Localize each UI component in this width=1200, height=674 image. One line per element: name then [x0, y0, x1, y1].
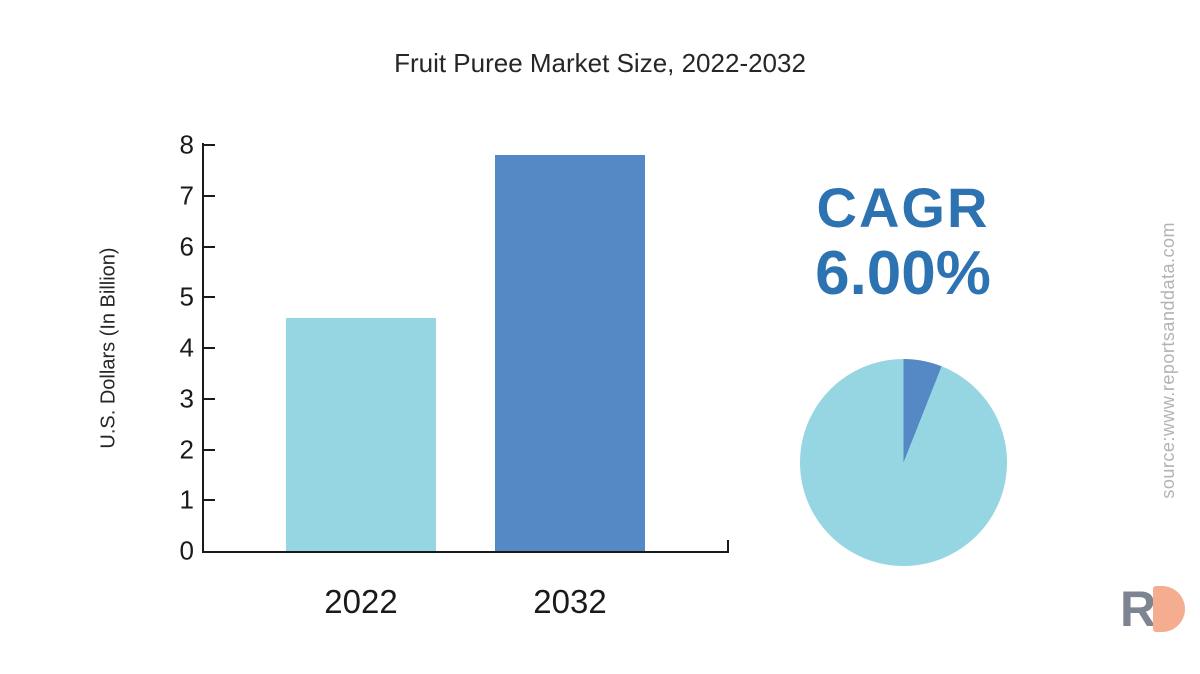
x-tick-label: 2032 — [533, 583, 607, 620]
source-text: source:www.reportsanddata.com — [1158, 221, 1178, 499]
logo-d-icon — [1153, 586, 1186, 632]
cagr-value: 6.00% — [815, 239, 991, 308]
y-tick-line — [202, 448, 215, 451]
y-tick-line — [202, 397, 215, 400]
y-tick-line — [202, 499, 215, 502]
y-tick-label: 2 — [179, 434, 194, 464]
x-axis-line — [202, 551, 729, 553]
y-axis-label: U.S. Dollars (In Billion) — [97, 247, 120, 449]
bar-2032 — [495, 155, 645, 551]
y-tick-label: 8 — [179, 129, 194, 160]
cagr-block: CAGR 6.00% — [740, 178, 1066, 310]
cagr-label: CAGR — [816, 176, 990, 239]
y-tick-label: 7 — [179, 180, 194, 211]
x-tick-label: 2022 — [324, 583, 398, 620]
y-tick-label: 5 — [179, 281, 194, 312]
y-tick-label: 4 — [179, 332, 194, 363]
y-tick-line — [202, 144, 215, 146]
y-tick-line — [202, 296, 215, 299]
y-tick-label: 3 — [179, 383, 194, 414]
y-tick-line — [202, 245, 215, 248]
y-tick-line — [202, 347, 215, 349]
y-tick-line — [202, 194, 215, 197]
y-tick-label: 1 — [179, 484, 194, 515]
y-tick-label: 0 — [179, 535, 194, 566]
y-tick-label: 6 — [179, 231, 194, 261]
chart-title: Fruit Puree Market Size, 2022-2032 — [394, 48, 806, 78]
bar-2022 — [286, 317, 436, 551]
x-axis-end-tick — [727, 540, 729, 551]
cagr-pie-chart — [800, 359, 1007, 566]
source-credit: source:www.reportsanddata.com — [1158, 150, 1179, 570]
logo-letter-r: R — [1120, 581, 1156, 637]
brand-logo: R — [1120, 581, 1186, 637]
